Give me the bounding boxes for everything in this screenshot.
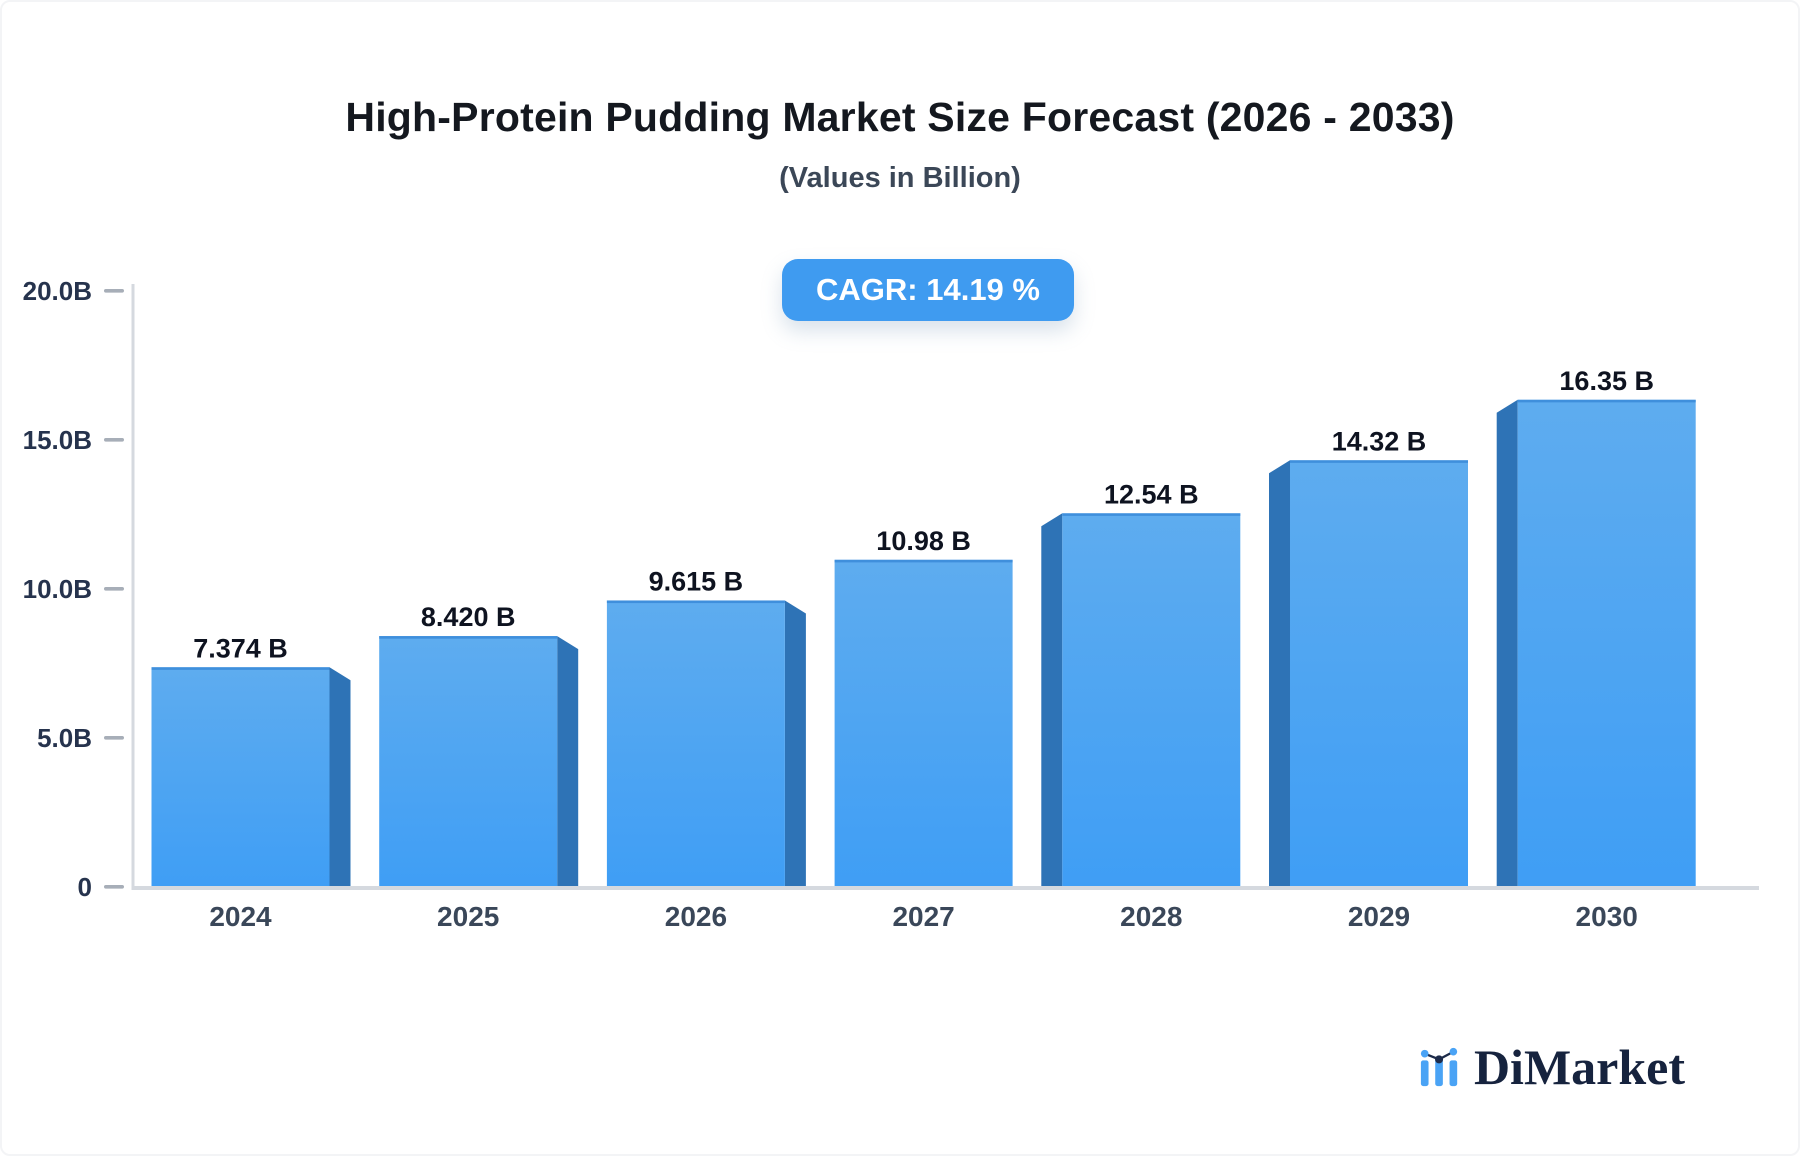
bar-side-face [557,636,579,887]
bar-top-edge [379,636,558,639]
logo-bar [1435,1056,1443,1087]
y-tick-label: 0 [78,872,92,902]
bar-value-label: 16.35 B [1559,366,1654,396]
bar-top-edge [1062,513,1241,516]
bar-side-face [1269,460,1290,887]
y-tick-label: 20.0B [23,276,92,306]
x-tick-label: 2024 [209,901,272,932]
cagr-badge: CAGR: 14.19 % [782,259,1074,321]
x-tick-label: 2030 [1576,901,1638,932]
bar-2028 [1062,513,1241,887]
page-title: High-Protein Pudding Market Size Forecas… [345,94,1455,140]
x-tick-label: 2029 [1348,901,1410,932]
bar-value-label: 10.98 B [876,526,971,556]
bar-top-edge [1517,399,1696,403]
bar-2029 [1290,460,1468,887]
logo-dot [1449,1047,1458,1056]
logo-bars-icon [1420,1047,1458,1087]
y-tick-dash [104,736,124,740]
bar-top-edge [1290,460,1468,463]
bar-top-edge [606,600,785,604]
y-tick-dash [104,885,124,889]
bar-top-edge [151,667,330,670]
chart-subtitle: (Values in Billion) [779,162,1021,194]
bar-side-face [784,600,806,887]
logo-bar [1420,1060,1429,1087]
y-tick-label: 10.0B [23,574,92,604]
y-tick-label: 15.0B [23,425,92,455]
brand-logo: DiMarket [1419,1042,1685,1092]
x-axis-line [133,886,1759,890]
x-tick-label: 2027 [892,901,954,932]
logo-dot [1420,1049,1429,1058]
x-tick-label: 2025 [437,901,499,932]
bar-value-label: 14.32 B [1332,426,1427,456]
bar-2026 [606,600,785,887]
y-tick-label: 5.0B [37,723,92,753]
logo-dot [1434,1055,1444,1064]
bar-2030 [1517,399,1696,887]
x-tick-label: 2028 [1120,901,1182,932]
bar-top-edge [834,559,1013,563]
bar-side-face [1496,399,1518,887]
bar-value-label: 12.54 B [1104,479,1199,509]
x-tick-label: 2026 [665,901,727,932]
logo-bar [1449,1060,1458,1087]
bar-2024 [151,667,330,887]
bar-value-label: 9.615 B [649,566,744,596]
brand-logo-text: DiMarket [1473,1039,1685,1095]
bar-side-face [1041,513,1063,887]
bar-value-label: 8.420 B [421,602,516,632]
bar-side-face [329,667,351,887]
bar-2025 [379,636,558,887]
y-tick-dash [104,587,124,591]
bar-2027 [834,559,1013,887]
y-tick-dash [104,438,124,442]
bar-value-label: 7.374 B [193,633,288,663]
y-tick-dash [104,289,124,293]
y-axis-line [131,284,135,890]
